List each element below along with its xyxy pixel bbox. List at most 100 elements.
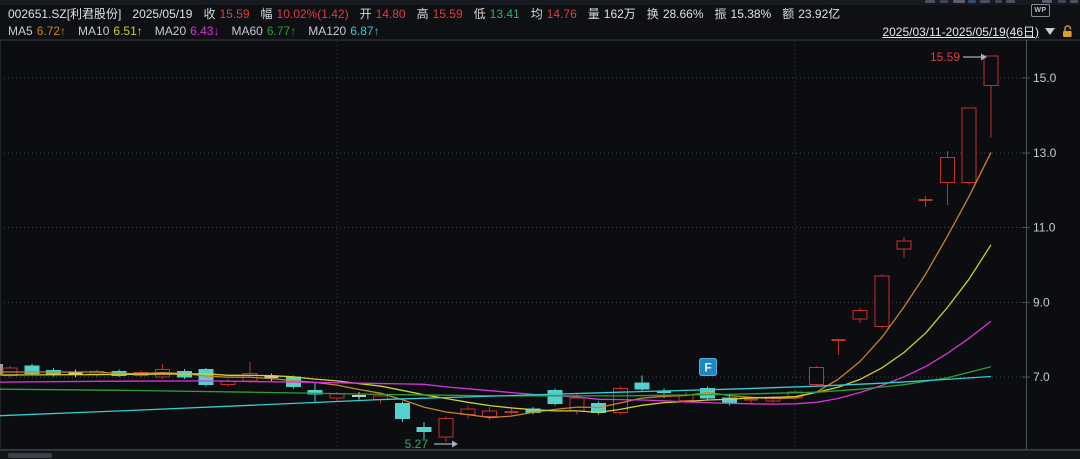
chevron-down-icon[interactable] (1045, 27, 1055, 35)
annotations: 15.59 5.27 (405, 50, 987, 451)
toolbar-fragment (1006, 0, 1015, 3)
ma-value: 6.51↑ (113, 23, 143, 38)
toolbar-fragment (995, 0, 1002, 3)
toolbar-fragment (925, 0, 935, 3)
quote-field: 换 28.66% (647, 5, 704, 22)
field-value: 15.59 (219, 6, 250, 21)
monitor-wp-icon[interactable]: WP (1031, 4, 1050, 17)
field-label: 幅 (260, 7, 273, 21)
candle-40[interactable] (852, 308, 868, 323)
svg-text:F: F (704, 361, 711, 375)
candle-20[interactable] (416, 422, 432, 439)
field-value: 28.66% (662, 6, 704, 21)
event-badge-f[interactable]: F (699, 358, 717, 376)
y-axis-label: 9.0 (1033, 295, 1050, 309)
ma-items: MA5 6.72↑ MA10 6.51↑ MA20 6.43↓ MA60 6.77↑ MA120… (8, 24, 392, 38)
field-label: 振 (714, 7, 727, 21)
field-value: 23.92亿 (798, 7, 841, 21)
toolbar-fragment (980, 0, 990, 3)
ma-value: 6.87↑ (350, 23, 380, 38)
candle-41[interactable] (874, 274, 890, 329)
clipped-candle-fragment (0, 364, 3, 374)
ma-line-ma5 (0, 152, 992, 419)
quote-field: 均 14.76 (531, 5, 577, 22)
ma-line-ma120 (0, 375, 992, 417)
ma-legend-item: MA60 6.77↑ (231, 24, 296, 38)
ma-legend-item: MA120 6.87↑ (308, 24, 379, 38)
date-range-label[interactable]: 2025/03/11-2025/05/19(46日) (882, 24, 1039, 39)
quote-field: 振 15.38% (715, 5, 772, 22)
field-label: 均 (530, 7, 543, 21)
candle-38[interactable] (809, 365, 825, 387)
ma-label: MA60 (231, 23, 263, 38)
field-label: 开 (359, 7, 372, 21)
field-value: 14.76 (546, 6, 577, 21)
field-value: 2025/05/19 (132, 6, 193, 21)
quote-field: 2025/05/19 (132, 7, 192, 21)
quote-info-bar: 002651.SZ[利君股份] 2025/05/19 收 15.59 幅 10.02%(1… (0, 5, 1080, 22)
y-axis-label: 15.0 (1033, 71, 1057, 85)
toolbar-fragment (1058, 0, 1066, 3)
ma-value: 6.77↑ (266, 23, 297, 38)
chart-scrollbar-track[interactable] (0, 450, 1080, 459)
unlock-icon[interactable] (1061, 24, 1074, 38)
field-value: 14.80 (375, 6, 406, 21)
toolbar-fragment (940, 0, 948, 3)
low-price-label: 5.27 (405, 437, 429, 451)
field-value: 13.41 (489, 6, 520, 21)
field-label: 换 (646, 7, 659, 21)
toolbar-fragment (1070, 0, 1078, 3)
ma-legend-item: MA20 6.43↓ (155, 24, 220, 38)
candle-26[interactable] (547, 388, 563, 406)
quote-field: 量 162万 (588, 5, 636, 22)
quote-field: 低 13.41 (474, 5, 520, 22)
chart-scrollbar-thumb[interactable] (8, 453, 52, 458)
y-axis-label: 13.0 (1033, 146, 1057, 160)
field-value: 162万 (603, 7, 636, 21)
grid (0, 40, 1080, 450)
candle-42[interactable] (896, 236, 912, 258)
quote-field: 幅 10.02%(1.42) (261, 5, 349, 22)
field-label: 量 (587, 7, 600, 21)
quote-field: 收 15.59 (203, 5, 249, 22)
date-range-control: 2025/03/11-2025/05/19(46日) (882, 22, 1074, 40)
high-price-label: 15.59 (930, 50, 960, 64)
candle-30[interactable] (634, 375, 650, 393)
candle-19[interactable] (394, 401, 410, 423)
ma-value: 6.72↑ (36, 23, 67, 38)
field-value: 15.38% (730, 6, 772, 21)
candle-29[interactable] (612, 386, 628, 415)
ma-lines (0, 152, 992, 419)
candle-10[interactable] (198, 367, 214, 387)
ma-legend-item: MA5 6.72↑ (8, 24, 66, 38)
ma-label: MA10 (78, 23, 110, 38)
field-label: 高 (416, 7, 429, 21)
quote-field: 002651.SZ[利君股份] (8, 5, 121, 22)
candle-46[interactable] (983, 55, 999, 138)
candle-21[interactable] (438, 416, 454, 442)
toolbar-fragment (968, 0, 976, 3)
y-axis-label: 7.0 (1033, 370, 1050, 384)
ma-legend-bar: MA5 6.72↑ MA10 6.51↑ MA20 6.43↓ MA60 6.77↑ MA120… (0, 22, 1080, 40)
quote-field: 高 15.59 (417, 5, 463, 22)
candle-15[interactable] (307, 382, 323, 402)
toolbar-fragment (953, 0, 965, 3)
candle-45[interactable] (961, 107, 977, 185)
field-value: 15.59 (432, 6, 463, 21)
candle-44[interactable] (939, 150, 955, 206)
ma-line-ma20 (0, 320, 992, 405)
field-label: 额 (782, 7, 795, 21)
candle-4[interactable] (68, 369, 83, 378)
ma-value: 6.43↓ (190, 23, 220, 38)
quote-field: 额 23.92亿 (782, 5, 840, 22)
field-value: 10.02%(1.42) (276, 6, 349, 21)
ma-label: MA20 (154, 23, 187, 38)
candle-43[interactable] (918, 195, 933, 208)
candle-13[interactable] (264, 373, 279, 381)
candle-39[interactable] (831, 339, 846, 355)
candle-2[interactable] (24, 364, 40, 376)
y-axis: 15.0 13.0 11.0 9.0 7.0 (1022, 40, 1057, 450)
toolbar-fragment (1042, 0, 1052, 3)
candles (2, 55, 999, 442)
